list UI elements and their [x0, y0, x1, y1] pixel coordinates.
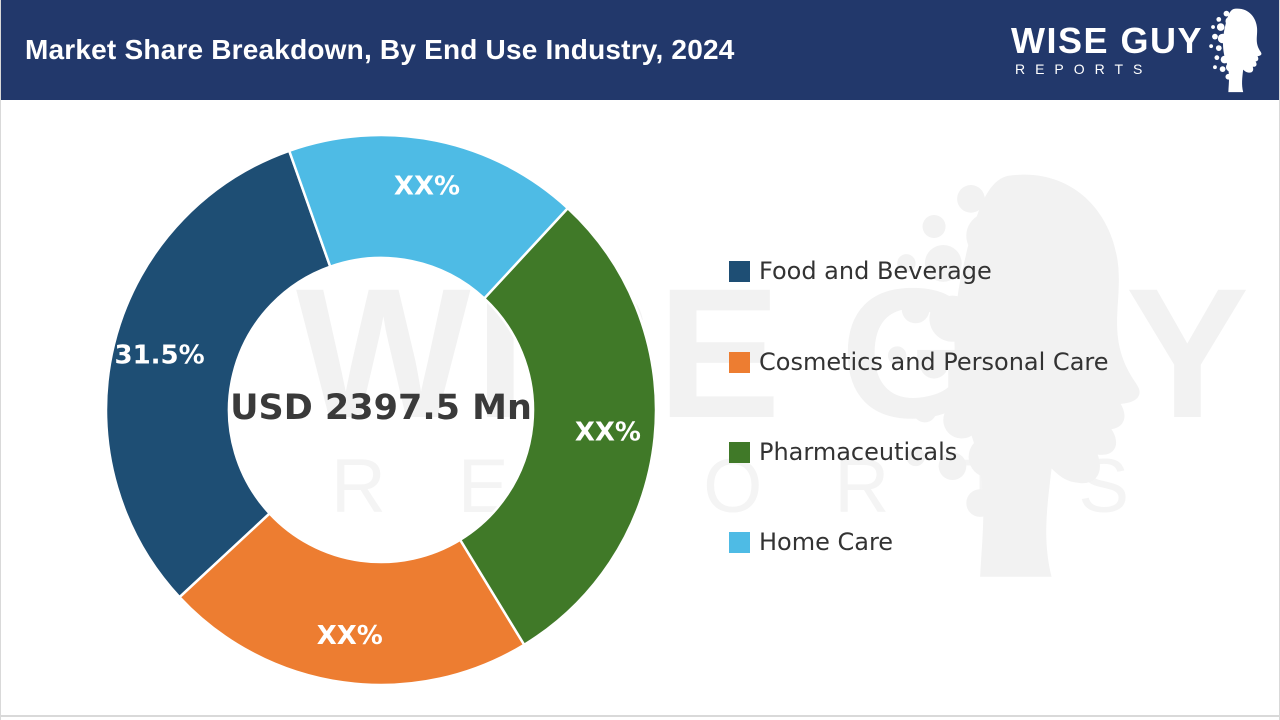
legend-item: Home Care: [729, 528, 893, 556]
legend-swatch-icon: [729, 351, 750, 373]
donut-segment-2: [178, 512, 526, 687]
segment-value-label: XX%: [317, 621, 383, 651]
page-title: Market Share Breakdown, By End Use Indus…: [25, 34, 735, 65]
legend-item: Pharmaceuticals: [729, 438, 957, 466]
legend-label: Food and Beverage: [759, 257, 992, 285]
segment-value-label: XX%: [394, 172, 460, 202]
bottom-divider: [1, 715, 1279, 717]
legend-label: Home Care: [759, 528, 894, 556]
header: Market Share Breakdown, By End Use Indus…: [1, 0, 1279, 100]
segment-value-label: XX%: [575, 418, 641, 448]
brand-tagline: REPORTS: [1014, 61, 1153, 77]
legend-label: Pharmaceuticals: [759, 438, 958, 466]
watermark-head-icon: [887, 174, 1140, 577]
legend-swatch-icon: [729, 531, 750, 553]
logo-head-icon: [1209, 8, 1262, 93]
donut-segment-3: [458, 206, 658, 647]
legend-label: Cosmetics and Personal Care: [759, 348, 1109, 376]
legend-swatch-icon: [729, 260, 750, 282]
segment-value-label: 31.5%: [114, 341, 204, 371]
brand-text: WISE GUY REPORTS: [1010, 20, 1203, 78]
chart-center-value: USD 2397.5 Mn: [230, 388, 532, 428]
brand-logo: WISE GUY REPORTS: [1011, 0, 1267, 100]
legend-item: Cosmetics and Personal Care: [729, 348, 1109, 376]
donut-segment-1: [104, 149, 332, 599]
brand-name: WISE GUY: [1010, 20, 1203, 61]
legend-swatch-icon: [729, 441, 750, 463]
donut-segment-4: [287, 133, 570, 300]
donut-chart: 31.5% XX% XX% XX%: [104, 133, 658, 687]
legend-item: Food and Beverage: [729, 257, 992, 285]
